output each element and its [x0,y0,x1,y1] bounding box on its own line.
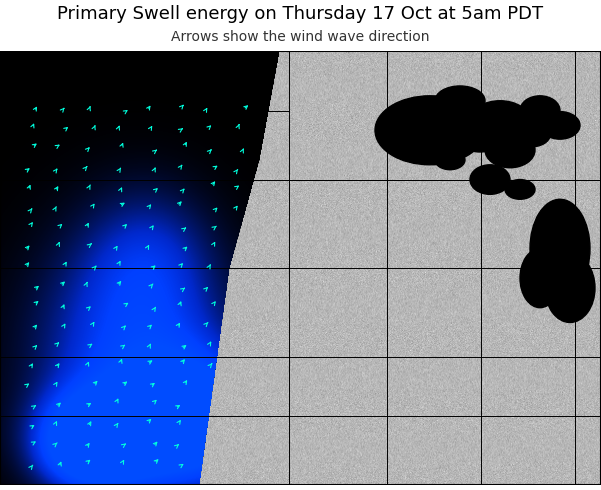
Ellipse shape [530,199,590,298]
Ellipse shape [435,150,465,170]
Ellipse shape [510,123,550,147]
Text: Primary Swell energy on Thursday 17 Oct at 5am PDT: Primary Swell energy on Thursday 17 Oct … [58,5,543,24]
Ellipse shape [537,204,573,253]
Ellipse shape [540,112,580,139]
Ellipse shape [377,114,413,137]
Ellipse shape [520,96,560,125]
Ellipse shape [375,96,485,165]
Text: Arrows show the wind wave direction: Arrows show the wind wave direction [171,30,430,44]
Ellipse shape [400,99,440,122]
Ellipse shape [470,165,510,195]
Ellipse shape [485,132,535,168]
Ellipse shape [520,248,560,308]
Ellipse shape [505,179,535,199]
Ellipse shape [435,86,485,116]
Ellipse shape [470,101,530,140]
Ellipse shape [460,128,500,152]
Ellipse shape [545,253,595,322]
